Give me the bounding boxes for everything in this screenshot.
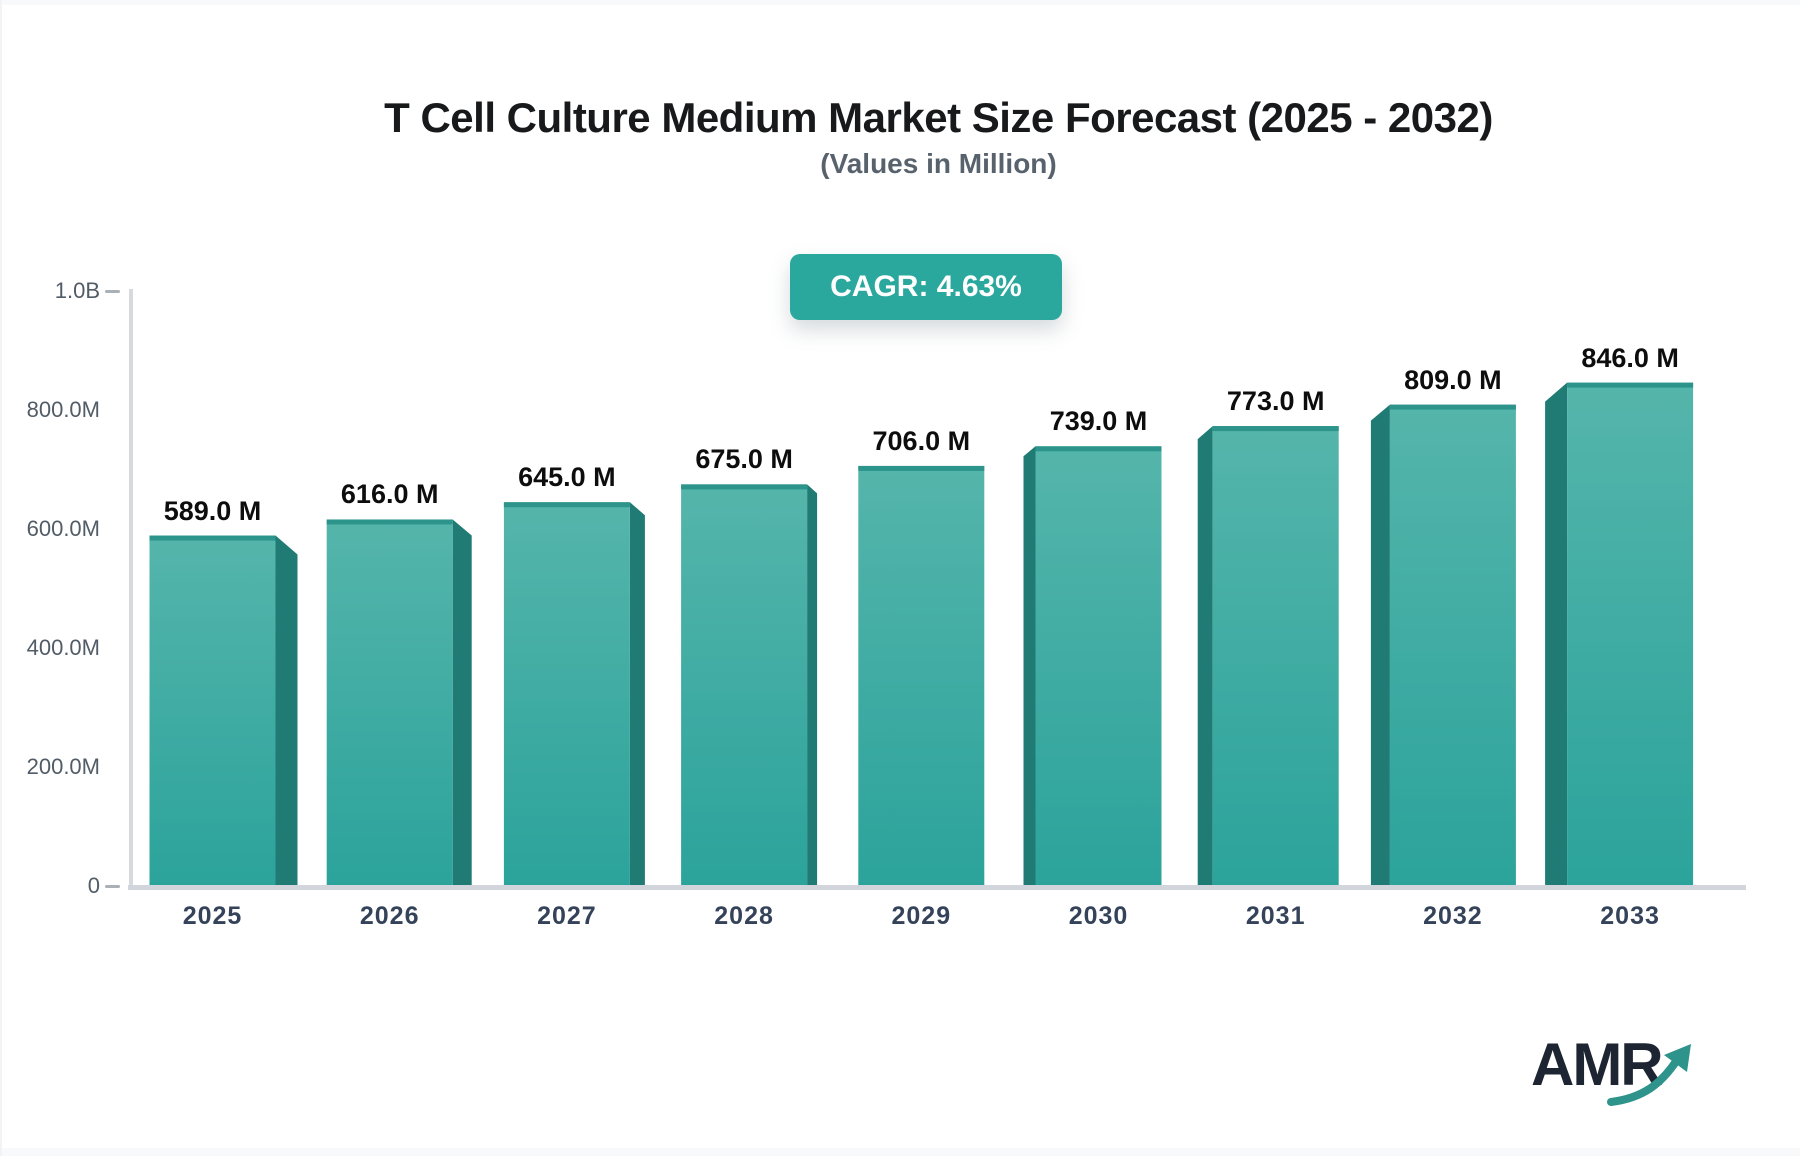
chart-subtitle: (Values in Million) xyxy=(820,148,1057,179)
bar-2025[interactable] xyxy=(149,535,298,886)
cagr-badge: CAGR: 4.63% xyxy=(790,254,1062,320)
bar-2027[interactable] xyxy=(503,502,645,886)
value-label-2025: 589.0 M xyxy=(163,495,262,526)
x-tick-2027: 2027 xyxy=(537,902,597,930)
value-label-2029: 706.0 M xyxy=(872,425,971,456)
bar-top-edge xyxy=(1035,446,1162,452)
y-tick-600.0M: 600.0M xyxy=(26,516,100,541)
bar-front-face xyxy=(503,502,630,886)
bar-side-face xyxy=(807,484,818,886)
bar-2029[interactable] xyxy=(858,465,985,886)
value-label-2033: 846.0 M xyxy=(1581,342,1679,373)
bar-front-face xyxy=(858,465,985,886)
page-top-edge xyxy=(0,0,1800,5)
x-tick-2025: 2025 xyxy=(182,902,243,930)
y-tick-dash xyxy=(105,885,120,888)
bar-front-face xyxy=(1389,404,1516,886)
bar-side-face xyxy=(1545,382,1568,886)
growth-arrow-icon xyxy=(1607,1044,1691,1106)
bar-side-face xyxy=(629,502,645,886)
x-tick-2026: 2026 xyxy=(359,902,420,930)
bar-front-face xyxy=(1035,446,1162,886)
bar-front-face xyxy=(681,484,808,886)
value-label-2027: 645.0 M xyxy=(518,462,616,493)
cagr-badge-label: CAGR: 4.63% xyxy=(830,270,1022,303)
value-label-2031: 773.0 M xyxy=(1226,386,1325,417)
bar-2032[interactable] xyxy=(1370,404,1516,886)
chart-title: T Cell Culture Medium Market Size Foreca… xyxy=(384,94,1493,141)
x-tick-2030: 2030 xyxy=(1068,902,1129,930)
bar-2026[interactable] xyxy=(326,519,472,886)
y-tick-dash xyxy=(105,290,120,293)
bar-top-edge xyxy=(149,535,276,541)
bar-2028[interactable] xyxy=(681,484,818,886)
x-tick-2029: 2029 xyxy=(891,902,952,930)
value-label-2028: 675.0 M xyxy=(695,444,793,475)
bar-top-edge xyxy=(503,502,630,508)
y-tick-0: 0 xyxy=(87,873,100,898)
bar-top-edge xyxy=(1389,404,1516,410)
y-tick-1.0B: 1.0B xyxy=(54,278,100,303)
bar-2033[interactable] xyxy=(1545,382,1694,886)
x-tick-2032: 2032 xyxy=(1423,902,1483,930)
value-label-2030: 739.0 M xyxy=(1049,406,1148,437)
bar-top-edge xyxy=(858,465,985,471)
y-tick-800.0M: 800.0M xyxy=(26,397,100,422)
bar-top-edge xyxy=(1567,382,1694,388)
y-tick-200.0M: 200.0M xyxy=(26,754,100,779)
page-left-edge xyxy=(0,0,2,1156)
bar-front-face xyxy=(149,535,276,886)
y-axis-line xyxy=(129,289,133,888)
bar-side-face xyxy=(1197,426,1213,886)
value-label-2026: 616.0 M xyxy=(340,479,439,510)
page-bottom-edge xyxy=(0,1148,1800,1156)
bar-side-face xyxy=(275,535,298,886)
amr-logo-text: AMR xyxy=(1531,1031,1664,1098)
bar-side-face xyxy=(1370,404,1390,886)
x-tick-2031: 2031 xyxy=(1245,902,1306,930)
bar-front-face xyxy=(1567,382,1694,886)
x-axis-line xyxy=(128,885,1746,890)
bar-side-face xyxy=(452,519,472,886)
bar-top-edge xyxy=(681,484,808,490)
bar-top-edge xyxy=(326,519,453,525)
y-tick-400.0M: 400.0M xyxy=(26,635,100,660)
bar-2030[interactable] xyxy=(1023,446,1162,886)
value-label-2032: 809.0 M xyxy=(1404,364,1502,395)
bar-2031[interactable] xyxy=(1197,426,1339,886)
bar-side-face xyxy=(1023,446,1036,886)
bar-front-face xyxy=(1212,426,1339,886)
bar-front-face xyxy=(326,519,453,886)
bar-top-edge xyxy=(1212,426,1339,432)
x-tick-2028: 2028 xyxy=(714,902,774,930)
amr-logo: AMR xyxy=(1515,1030,1745,1120)
x-tick-2033: 2033 xyxy=(1600,902,1660,930)
